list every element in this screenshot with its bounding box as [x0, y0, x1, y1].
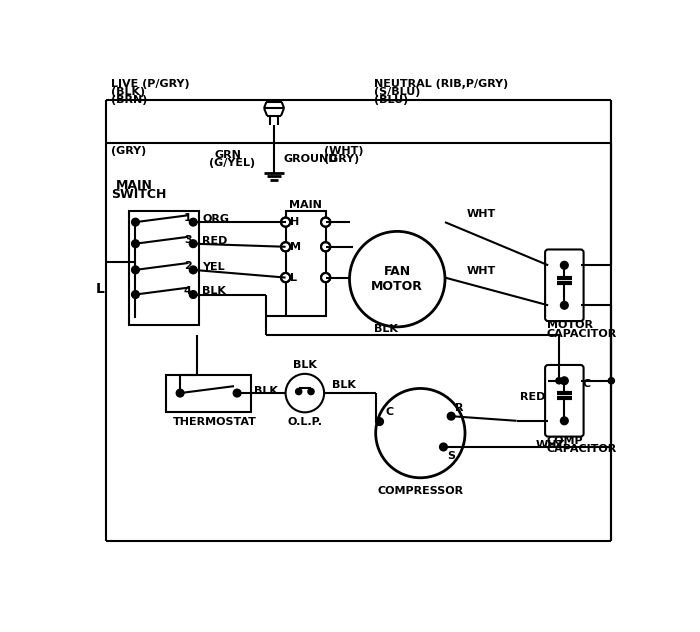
- Circle shape: [561, 417, 568, 425]
- Text: 3: 3: [184, 235, 192, 245]
- Text: GRN: GRN: [215, 150, 242, 160]
- Text: (BLU): (BLU): [374, 95, 408, 105]
- Text: 1: 1: [184, 213, 192, 223]
- Text: MOTOR: MOTOR: [547, 320, 593, 331]
- Text: WHT: WHT: [466, 209, 496, 219]
- Text: (GRY): (GRY): [324, 154, 359, 164]
- Text: (BLK): (BLK): [111, 87, 145, 97]
- Text: CAPACITOR: CAPACITOR: [547, 329, 617, 339]
- Text: SWITCH: SWITCH: [111, 188, 166, 201]
- Circle shape: [561, 262, 568, 269]
- Circle shape: [561, 377, 568, 385]
- Text: (GRY): (GRY): [111, 145, 146, 155]
- Text: WHT: WHT: [536, 441, 565, 451]
- Circle shape: [281, 218, 290, 226]
- Text: 4: 4: [184, 286, 192, 296]
- Text: R: R: [455, 403, 463, 413]
- Text: THERMOSTAT: THERMOSTAT: [172, 416, 256, 427]
- Circle shape: [295, 389, 302, 394]
- Text: NEUTRAL (RIB,P/GRY): NEUTRAL (RIB,P/GRY): [374, 79, 508, 89]
- Circle shape: [281, 274, 290, 282]
- Circle shape: [132, 291, 139, 298]
- Text: M: M: [290, 242, 301, 252]
- Text: COMPRESSOR: COMPRESSOR: [377, 486, 463, 496]
- Text: (BRN): (BRN): [111, 95, 147, 105]
- Circle shape: [608, 378, 615, 384]
- Text: LIVE (P/GRY): LIVE (P/GRY): [111, 79, 190, 89]
- Text: (S/BLU): (S/BLU): [374, 87, 421, 97]
- Text: BLK: BLK: [332, 380, 356, 391]
- Text: MAIN: MAIN: [290, 200, 322, 210]
- Circle shape: [189, 240, 197, 248]
- Text: RED: RED: [521, 392, 546, 402]
- Text: L: L: [95, 282, 104, 296]
- Text: ORG: ORG: [202, 214, 230, 224]
- Text: (WHT): (WHT): [324, 145, 363, 155]
- Text: COMP: COMP: [547, 436, 583, 446]
- Text: (G/YEL): (G/YEL): [209, 158, 255, 168]
- Circle shape: [132, 240, 139, 248]
- Bar: [167, 375, 251, 412]
- Text: C: C: [386, 408, 394, 417]
- Text: 2: 2: [184, 261, 192, 271]
- Circle shape: [308, 389, 314, 394]
- Text: BLK: BLK: [202, 286, 226, 296]
- Circle shape: [132, 218, 139, 226]
- Text: BLK: BLK: [293, 360, 317, 370]
- Text: CAPACITOR: CAPACITOR: [547, 444, 617, 454]
- Circle shape: [189, 266, 197, 274]
- Circle shape: [176, 389, 184, 397]
- Circle shape: [321, 218, 330, 226]
- Text: GROUND: GROUND: [284, 154, 338, 164]
- Text: MOTOR: MOTOR: [371, 281, 424, 293]
- Circle shape: [189, 291, 197, 298]
- Circle shape: [321, 274, 330, 282]
- Text: MAIN: MAIN: [116, 179, 153, 191]
- Text: WHT: WHT: [466, 267, 496, 276]
- Circle shape: [440, 443, 447, 451]
- Text: C: C: [583, 379, 591, 389]
- Text: BLK: BLK: [374, 324, 398, 334]
- Bar: [130, 211, 200, 325]
- Circle shape: [376, 418, 384, 425]
- Circle shape: [189, 218, 197, 226]
- Text: RED: RED: [202, 236, 228, 246]
- Text: L: L: [290, 272, 298, 283]
- Circle shape: [321, 243, 330, 251]
- Circle shape: [281, 243, 290, 251]
- Text: FAN: FAN: [384, 265, 411, 278]
- Text: BLK: BLK: [254, 386, 278, 396]
- Bar: [286, 211, 326, 316]
- Circle shape: [132, 266, 139, 274]
- Text: S: S: [447, 451, 455, 461]
- Circle shape: [556, 378, 562, 384]
- Circle shape: [233, 389, 241, 397]
- Text: YEL: YEL: [202, 262, 225, 272]
- Text: H: H: [290, 217, 300, 227]
- Text: O.L.P.: O.L.P.: [288, 416, 322, 427]
- Circle shape: [447, 412, 455, 420]
- Circle shape: [561, 301, 568, 309]
